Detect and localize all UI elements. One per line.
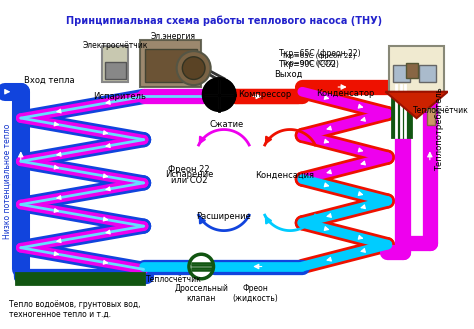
Text: Ткр=65С (фреон 22)
Ткр=90С (СО2): Ткр=65С (фреон 22) Ткр=90С (СО2) — [282, 52, 356, 66]
Circle shape — [189, 254, 213, 279]
Text: Ткр=65С (фреон 22)
Ткр=90С (СО2): Ткр=65С (фреон 22) Ткр=90С (СО2) — [279, 49, 360, 69]
Text: Дроссельный
клапан: Дроссельный клапан — [174, 284, 228, 303]
Bar — [16, 273, 144, 284]
Text: Фреон 22
или СО2: Фреон 22 или СО2 — [168, 165, 210, 185]
Text: Расширение: Расширение — [197, 212, 251, 221]
Circle shape — [203, 79, 235, 111]
Bar — [406, 63, 418, 78]
Text: Испарение: Испарение — [165, 170, 214, 179]
Text: Выход: Выход — [274, 70, 302, 79]
Bar — [105, 62, 126, 79]
Text: Электросчётчик: Электросчётчик — [82, 41, 148, 50]
Bar — [393, 65, 410, 82]
Text: Тепло водоёмов, грунтовых вод,
техногенное тепло и т.д.: Тепло водоёмов, грунтовых вод, техногенн… — [9, 300, 141, 319]
Bar — [389, 46, 444, 92]
Text: Теплопотребитель: Теплопотребитель — [435, 88, 444, 171]
Bar — [145, 49, 197, 82]
Bar — [140, 40, 201, 87]
Text: Конденсатор: Конденсатор — [317, 89, 375, 98]
Text: Низко потенциальное тепло: Низко потенциальное тепло — [3, 124, 12, 239]
Bar — [392, 85, 411, 137]
Polygon shape — [385, 92, 448, 118]
Text: Теплосчётчик: Теплосчётчик — [413, 106, 469, 115]
Text: Компрессор: Компрессор — [238, 90, 292, 99]
Text: Сжатие: Сжатие — [210, 120, 244, 129]
Text: Конденсация: Конденсация — [255, 170, 314, 179]
Text: Эл.энергия: Эл.энергия — [150, 32, 195, 41]
Bar — [102, 46, 128, 82]
Text: Вход тепла: Вход тепла — [24, 76, 74, 85]
Text: Теплосчётчик: Теплосчётчик — [146, 275, 201, 284]
Text: Фреон
(жидкость): Фреон (жидкость) — [232, 284, 278, 303]
Bar — [419, 65, 437, 82]
Circle shape — [182, 57, 205, 79]
Circle shape — [177, 51, 210, 85]
Bar — [427, 108, 435, 125]
Text: Принципиальная схема работы теплового насоса (ТНУ): Принципиальная схема работы теплового на… — [66, 15, 382, 26]
Text: Испаритель: Испаритель — [93, 92, 146, 101]
